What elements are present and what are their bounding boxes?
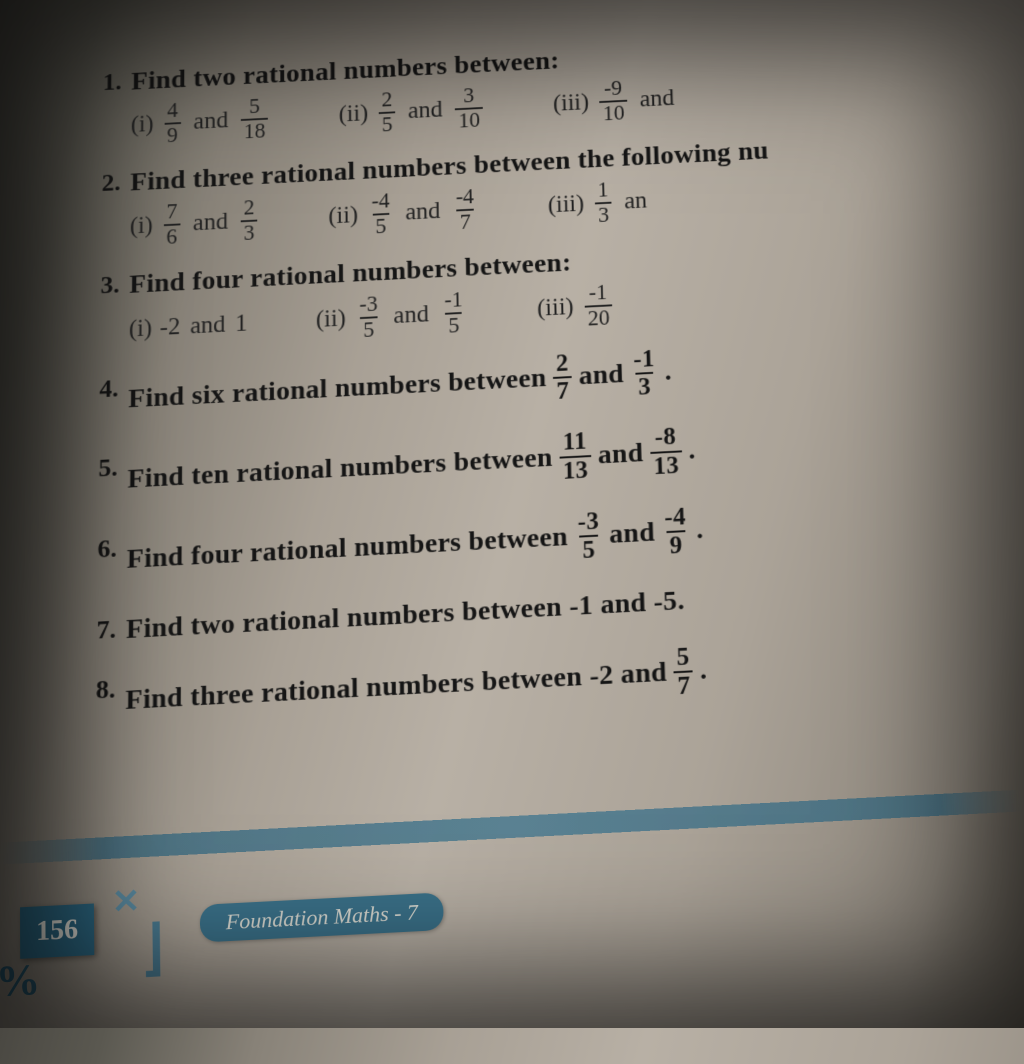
sub-part: (ii) -35 and -15	[316, 289, 469, 343]
fraction: -13	[630, 347, 658, 400]
fraction: 27	[553, 351, 573, 404]
fraction: -49	[661, 504, 690, 559]
stem-text: Find three rational numbers between -2 a…	[125, 657, 667, 717]
connector-and: and	[193, 208, 228, 236]
cutoff-text: an	[624, 187, 648, 214]
sub-part: (i) 49 and 518	[131, 95, 272, 147]
fraction: 49	[164, 100, 181, 146]
sub-part: (i) -2 and 1	[129, 300, 248, 353]
fraction: -45	[369, 190, 393, 237]
problem-number: 1.	[87, 68, 132, 98]
connector-and: and	[578, 359, 624, 392]
fraction: -35	[574, 509, 603, 564]
stem-suffix: .	[688, 435, 696, 466]
fraction: 57	[673, 645, 694, 700]
fraction: 76	[163, 201, 180, 248]
fraction: -813	[649, 425, 682, 479]
fraction: 23	[241, 197, 258, 244]
stem-suffix: .	[699, 655, 707, 687]
problem-stem: Find ten rational numbers between 1113 a…	[127, 424, 696, 506]
stem-text: Find six rational numbers between	[128, 363, 547, 415]
problem-number: 8.	[79, 674, 126, 706]
plain-value: 1	[235, 310, 247, 337]
fraction: -35	[356, 293, 381, 341]
problem-stem: Find three rational numbers between -2 a…	[125, 644, 708, 729]
problem-number: 6.	[81, 533, 127, 565]
bracket-icon: ⌋	[141, 947, 164, 948]
problem-body: Find two rational numbers between: (i) 4…	[131, 25, 987, 148]
fraction: 310	[455, 85, 483, 132]
cutoff-text: and	[639, 85, 674, 112]
connector-and: and	[408, 97, 443, 125]
plain-value: -2	[160, 313, 181, 341]
sub-part: (iii) 13 an	[547, 177, 651, 228]
problem-number: 2.	[86, 168, 131, 198]
problem-stem: Find six rational numbers between 27 and…	[128, 346, 673, 426]
fraction: -910	[599, 78, 628, 124]
sub-part: (ii) -45 and -47	[328, 186, 480, 239]
sub-label: (ii)	[328, 202, 358, 230]
book-title-pill: Foundation Maths - 7	[200, 892, 445, 942]
fraction: -15	[441, 289, 466, 337]
problem-number: 4.	[83, 374, 129, 405]
stem-text: Find four rational numbers between	[127, 522, 569, 576]
sub-label: (iii)	[548, 190, 585, 218]
problem-stem: Find four rational numbers between -35 a…	[126, 504, 704, 587]
problem-body: Find four rational numbers between: (i) …	[129, 227, 998, 353]
stem-suffix: .	[664, 357, 672, 388]
sub-part: (iii) -120	[537, 281, 616, 331]
stem-text: Find ten rational numbers between	[127, 442, 553, 495]
page-number-badge: 156	[20, 903, 94, 958]
problem-number: 3.	[84, 270, 129, 301]
sub-label: (i)	[131, 111, 154, 138]
sub-label: (i)	[129, 315, 152, 343]
connector-and: and	[393, 301, 429, 329]
stem-suffix: .	[696, 515, 704, 547]
sub-part: (i) 76 and 23	[130, 197, 261, 249]
problem-number: 7.	[80, 614, 126, 646]
cross-icon: ✕	[112, 881, 141, 922]
percent-icon: %	[0, 954, 41, 1007]
connector-and: and	[405, 198, 440, 226]
connector-and: and	[193, 107, 228, 135]
sub-label: (ii)	[316, 305, 346, 333]
problem-body: Find three rational numbers between the …	[130, 125, 992, 249]
sub-label: (ii)	[339, 100, 369, 127]
fraction: 13	[594, 179, 612, 226]
connector-and: and	[190, 311, 225, 339]
connector-and: and	[597, 437, 643, 470]
sub-label: (iii)	[537, 294, 574, 322]
problem-number: 5.	[82, 453, 128, 484]
fraction: 1113	[559, 429, 592, 483]
sub-label: (i)	[130, 212, 153, 239]
fraction: -120	[584, 282, 613, 330]
sub-part: (iii) -910 and	[552, 75, 678, 126]
connector-and: and	[609, 517, 656, 551]
fraction: 25	[379, 89, 396, 135]
sub-label: (iii)	[553, 89, 590, 117]
sub-part: (ii) 25 and 310	[339, 85, 486, 138]
fraction: -47	[453, 186, 478, 233]
fraction: 518	[241, 96, 269, 143]
